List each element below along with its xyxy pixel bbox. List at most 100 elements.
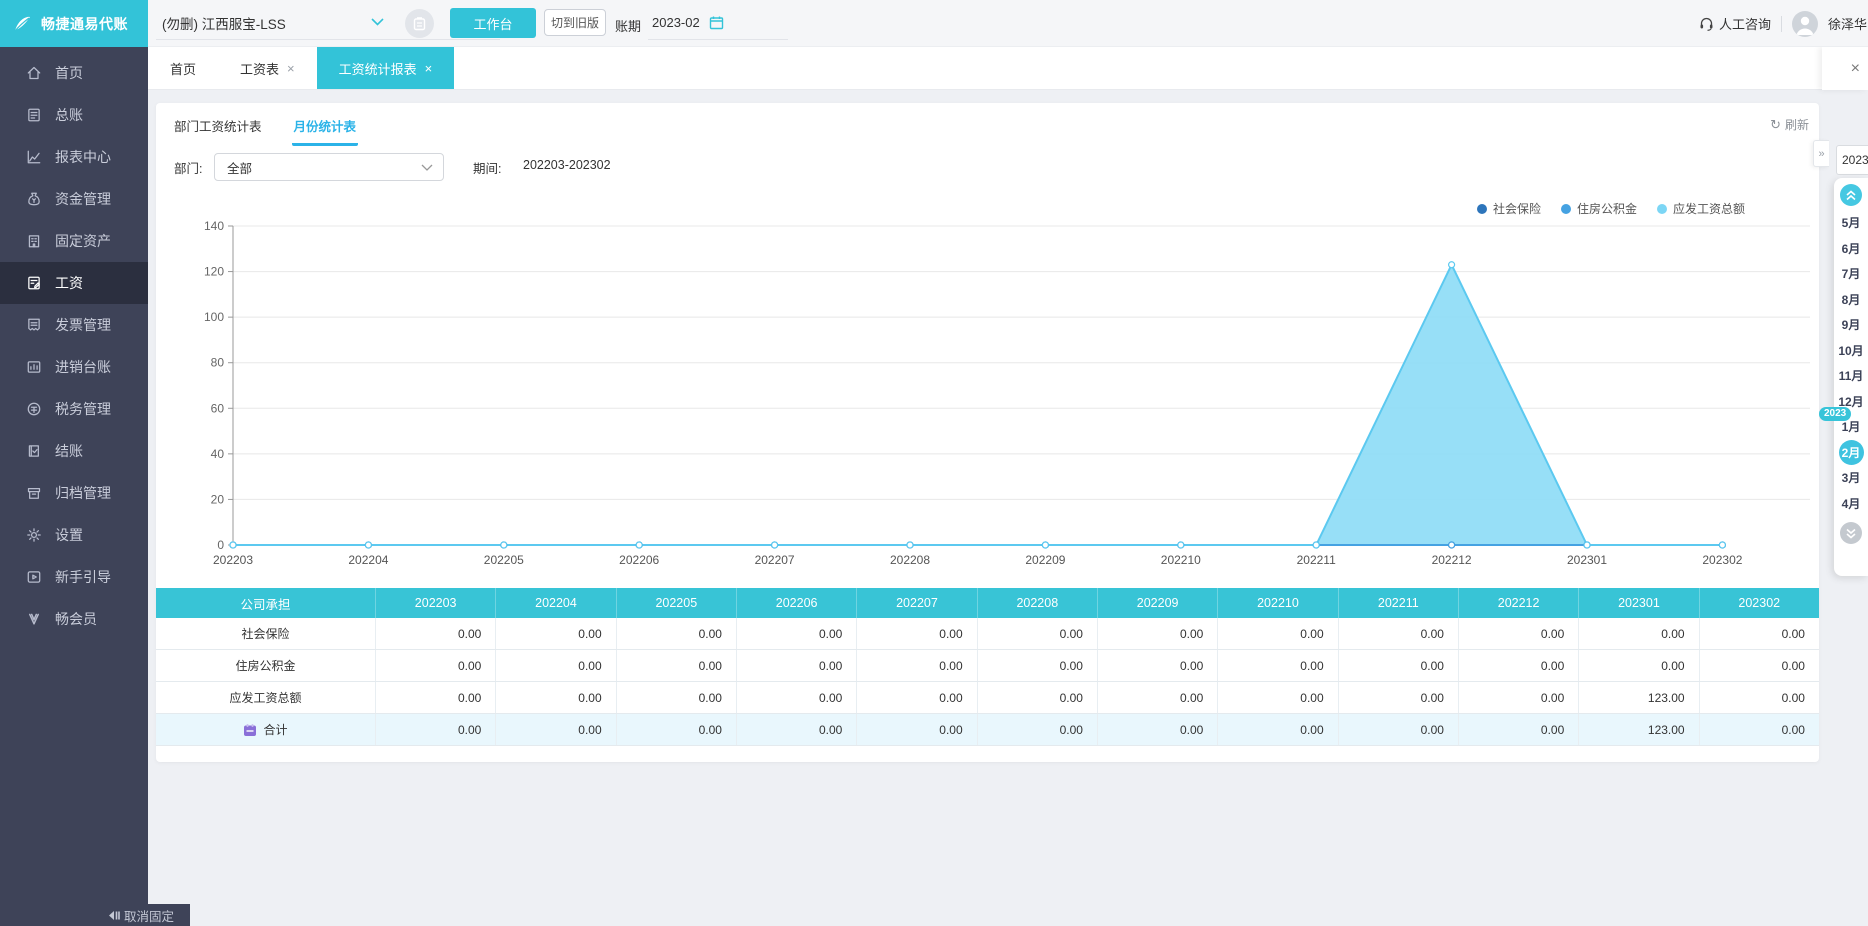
salary-icon bbox=[26, 275, 42, 291]
table-row-社会保险: 社会保险 0.00 0.00 0.00 0.00 0.00 0.00 0.00 0.00 0.00… bbox=[156, 618, 1819, 650]
company-selector[interactable]: (勿删) 江西服宝-LSS bbox=[156, 6, 500, 40]
month-item-6月[interactable]: 6月 bbox=[1834, 236, 1868, 262]
sidebar-item-funds[interactable]: 资金管理 bbox=[0, 178, 148, 220]
month-item-10月[interactable]: 10月 bbox=[1834, 338, 1868, 364]
sidebar-item-fixed-assets[interactable]: 固定资产 bbox=[0, 220, 148, 262]
sidebar: 畅捷通易代账 首页总账报表中心资金管理 固定资产工资发票管理 进销台账 税务管理 结账归… bbox=[0, 0, 190, 926]
unpin-control[interactable]: 取消固定 bbox=[0, 904, 190, 926]
table-cell: 0.00 bbox=[1781, 690, 1805, 705]
x-tick-label: 202211 bbox=[1297, 553, 1336, 567]
month-item-5月[interactable]: 5月 bbox=[1834, 210, 1868, 236]
x-tick-label: 202203 bbox=[213, 553, 253, 567]
workbench-button[interactable]: 工作台 bbox=[450, 8, 536, 38]
table-cell: 0.00 bbox=[1459, 682, 1580, 713]
month-item-4月[interactable]: 4月 bbox=[1834, 491, 1868, 517]
accounting-period-picker[interactable]: 2023-02 bbox=[648, 6, 788, 40]
topbar: (勿删) 江西服宝-LSS 工作台 切到旧版 账期 2023-02 人工咨询 徐… bbox=[148, 0, 1868, 47]
table-cell: 0.00 bbox=[1218, 714, 1339, 745]
month-column-header: 202204 bbox=[496, 588, 617, 618]
table-cell: 0.00 bbox=[376, 682, 497, 713]
month-column-header: 202205 bbox=[617, 588, 737, 618]
month-item-9月[interactable]: 9月 bbox=[1834, 312, 1868, 338]
subtab-月份统计表[interactable]: 月份统计表 bbox=[291, 103, 359, 146]
scroll-down-button[interactable] bbox=[1840, 522, 1862, 544]
tab-close-icon[interactable]: × bbox=[424, 60, 433, 76]
table-cell: 0.00 bbox=[857, 650, 978, 681]
sidebar-item-closing[interactable]: 结账 bbox=[0, 430, 148, 472]
panel-expander-button[interactable]: » bbox=[1813, 140, 1829, 167]
legend-item-应发工资总额[interactable]: 应发工资总额 bbox=[1656, 200, 1745, 217]
sidebar-item-archive[interactable]: 归档管理 bbox=[0, 472, 148, 514]
department-select[interactable]: 全部 bbox=[214, 153, 444, 181]
logo-feather-icon bbox=[10, 12, 34, 36]
month-item-7月[interactable]: 7月 bbox=[1834, 261, 1868, 287]
month-column-header: 202208 bbox=[978, 588, 1098, 618]
month-label: 8月 bbox=[1841, 292, 1861, 307]
x-tick-label: 202206 bbox=[619, 553, 659, 567]
month-item-11月[interactable]: 11月 bbox=[1834, 363, 1868, 389]
close-icon: × bbox=[1850, 59, 1860, 77]
month-item-1月[interactable]: 2023 1月 bbox=[1819, 407, 1868, 440]
sidebar-item-purchase-sales[interactable]: 进销台账 bbox=[0, 346, 148, 388]
human-support-button[interactable]: 人工咨询 bbox=[1699, 14, 1771, 33]
sidebar-item-guide[interactable]: 新手引导 bbox=[0, 556, 148, 598]
sidebar-item-member[interactable]: 畅会员 bbox=[0, 598, 148, 640]
current-period-value: 2023.02 bbox=[1842, 153, 1868, 167]
x-tick-label: 202208 bbox=[890, 553, 930, 567]
month-label: 10月 bbox=[1838, 343, 1864, 358]
sidebar-item-settings[interactable]: 设置 bbox=[0, 514, 148, 556]
sidebar-item-tax[interactable]: 税务管理 bbox=[0, 388, 148, 430]
tab-首页[interactable]: 首页 bbox=[148, 47, 218, 89]
year-badge: 2023 bbox=[1819, 407, 1852, 421]
sidebar-item-salary[interactable]: 工资 bbox=[0, 262, 148, 304]
sidebar-item-report-center[interactable]: 报表中心 bbox=[0, 136, 148, 178]
clipboard-icon bbox=[413, 16, 426, 31]
scroll-up-button[interactable] bbox=[1840, 184, 1862, 206]
sidebar-item-label: 工资 bbox=[55, 275, 83, 291]
current-period-box[interactable]: 2023.02 bbox=[1836, 145, 1868, 175]
report-center-icon bbox=[26, 149, 42, 165]
legend-item-住房公积金[interactable]: 住房公积金 bbox=[1560, 200, 1637, 217]
range-value[interactable]: 202203-202302 bbox=[523, 158, 611, 172]
tabbar-close-button[interactable]: × bbox=[1822, 47, 1868, 90]
sidebar-item-label: 报表中心 bbox=[55, 149, 111, 165]
guide-icon bbox=[26, 569, 42, 585]
month-label: 12月 bbox=[1838, 394, 1864, 409]
table-cell: 0.00 bbox=[1579, 618, 1700, 649]
notes-button[interactable] bbox=[405, 9, 434, 38]
app-title: 畅捷通易代账 bbox=[41, 15, 128, 32]
sidebar-item-invoice[interactable]: 发票管理 bbox=[0, 304, 148, 346]
switch-old-version-button[interactable]: 切到旧版 bbox=[544, 9, 606, 36]
member-icon bbox=[26, 611, 42, 627]
sidebar-item-label: 设置 bbox=[55, 527, 83, 543]
table-header-row: 公司承担 202203 202204 202205 202206 202207 202208… bbox=[156, 588, 1819, 618]
table-cell: 0.00 bbox=[1459, 714, 1580, 745]
data-point-marker bbox=[229, 541, 237, 549]
legend-item-社会保险[interactable]: 社会保险 bbox=[1476, 200, 1541, 217]
refresh-button[interactable]: ↻ 刷新 bbox=[1770, 116, 1809, 133]
tab-label: 工资统计报表 bbox=[338, 61, 417, 77]
app-logo: 畅捷通易代账 bbox=[0, 0, 148, 47]
data-point-marker bbox=[1312, 541, 1320, 549]
month-item-3月[interactable]: 3月 bbox=[1834, 465, 1868, 491]
user-avatar[interactable] bbox=[1792, 10, 1818, 37]
table-cell: 0.00 bbox=[857, 714, 978, 745]
username[interactable]: 徐泽华 bbox=[1828, 17, 1868, 32]
subtab-部门工资统计表[interactable]: 部门工资统计表 bbox=[174, 120, 262, 134]
month-item-12月[interactable]: 12月 bbox=[1834, 389, 1868, 415]
settings-icon bbox=[26, 527, 42, 543]
x-tick-label: 202209 bbox=[1025, 553, 1065, 567]
sidebar-item-label: 总账 bbox=[55, 107, 83, 123]
tab-close-icon[interactable]: × bbox=[287, 60, 295, 76]
row-label-text: 住房公积金 bbox=[235, 659, 296, 673]
sidebar-item-home[interactable]: 首页 bbox=[0, 52, 148, 94]
tab-工资表[interactable]: 工资表 × bbox=[218, 47, 317, 89]
range-label: 期间: bbox=[473, 162, 502, 176]
sidebar-item-general-ledger[interactable]: 总账 bbox=[0, 94, 148, 136]
period-label: 账期 bbox=[615, 19, 642, 34]
month-item-8月[interactable]: 8月 bbox=[1834, 287, 1868, 313]
tab-工资统计报表[interactable]: 工资统计报表 × bbox=[316, 47, 455, 89]
open-tabs-bar: 首页 工资表 × 工资统计报表 × × bbox=[148, 47, 1868, 90]
y-tick-label: 40 bbox=[211, 447, 225, 461]
month-item-2月[interactable]: 2月 bbox=[1834, 439, 1868, 466]
